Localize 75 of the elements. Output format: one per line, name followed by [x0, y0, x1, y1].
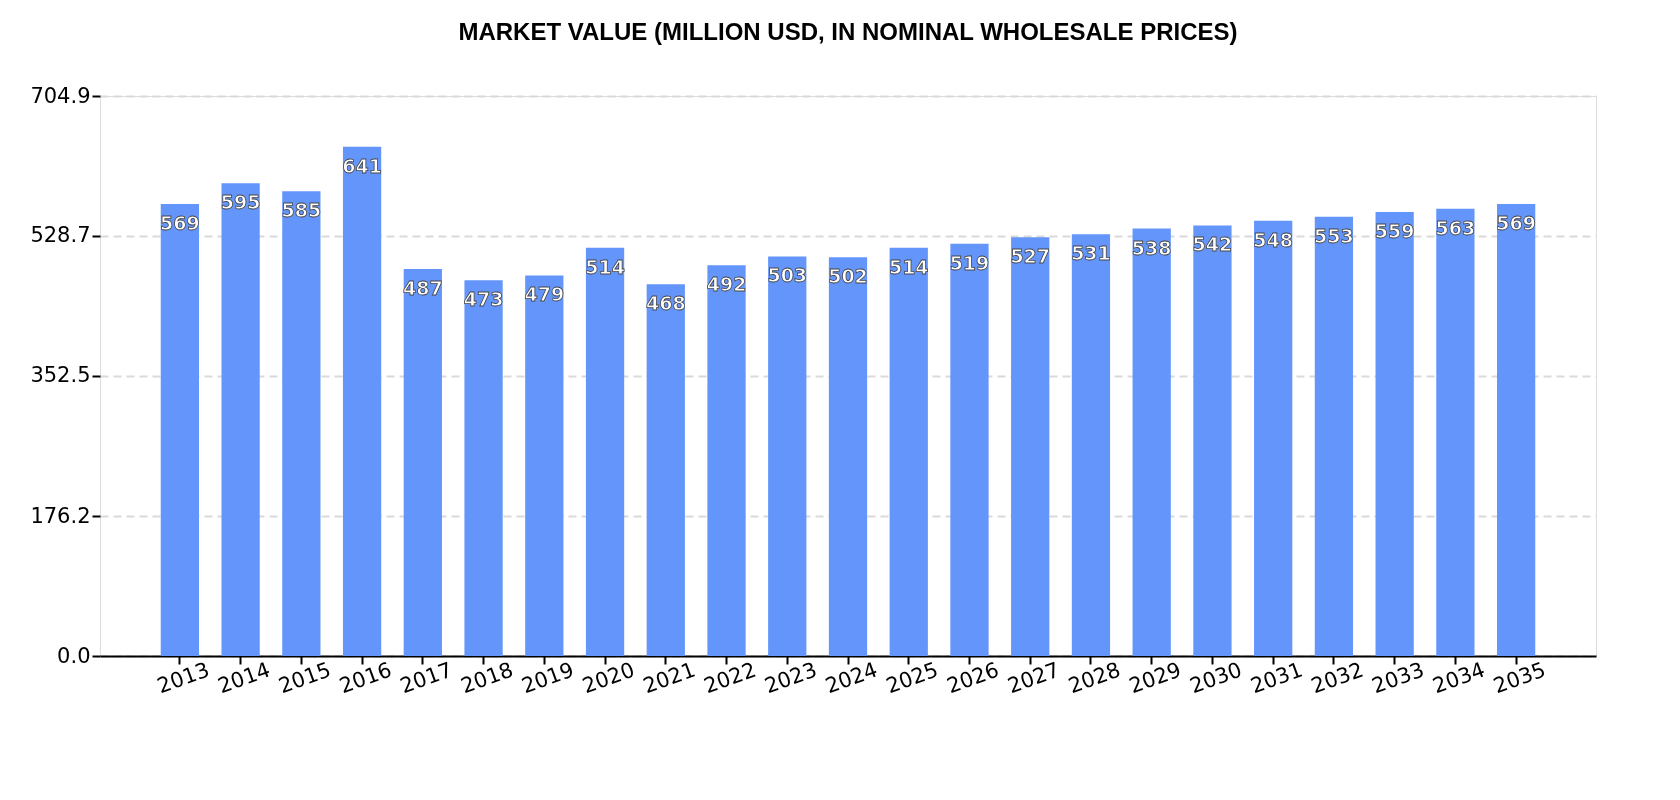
x-tick-label: 2027 [1004, 657, 1063, 699]
x-tick-label: 2026 [943, 657, 1003, 699]
data-label: 468 [645, 292, 686, 315]
data-label: 585 [281, 199, 322, 222]
bar [1436, 208, 1475, 656]
x-tick-label: 2020 [579, 657, 638, 699]
bar [1254, 220, 1293, 656]
data-label: 479 [524, 283, 565, 306]
x-tick-label: 2016 [336, 657, 395, 699]
x-tick-label: 2025 [882, 657, 942, 699]
bar [464, 280, 503, 656]
x-tick-label: 2028 [1065, 657, 1124, 699]
bar [1011, 237, 1050, 656]
bar [160, 203, 199, 656]
data-label: 569 [160, 211, 200, 234]
y-tick-label: 176.2 [30, 503, 91, 528]
bar [221, 183, 260, 656]
data-label: 492 [706, 273, 747, 296]
data-label: 563 [1435, 216, 1476, 239]
x-tick-label: 2014 [214, 657, 274, 699]
bar [1314, 216, 1354, 656]
x-tick-label: 2022 [700, 657, 760, 699]
bar [768, 256, 807, 656]
bar [342, 146, 382, 656]
data-label: 514 [888, 255, 929, 278]
x-tick-label: 2029 [1125, 657, 1185, 699]
x-tick-label: 2017 [397, 657, 456, 699]
bar [707, 265, 746, 656]
y-tick-label: 704.9 [30, 83, 91, 108]
data-label: 487 [402, 277, 443, 300]
data-label: 641 [342, 154, 382, 177]
data-label: 514 [585, 255, 625, 278]
x-tick-label: 2023 [761, 657, 820, 699]
x-tick-label: 2034 [1429, 657, 1489, 699]
data-label: 559 [1374, 219, 1415, 242]
x-tick-label: 2024 [822, 657, 881, 699]
data-label: 569 [1496, 211, 1536, 234]
bar [1193, 225, 1232, 656]
data-label: 502 [828, 265, 868, 288]
bar [282, 191, 321, 656]
data-label: 503 [767, 264, 808, 287]
y-tick-label: 0.0 [57, 643, 91, 668]
x-tick-label: 2019 [518, 657, 577, 699]
bar [1375, 211, 1414, 656]
data-label: 553 [1314, 224, 1354, 247]
bar [1071, 234, 1111, 656]
data-label: 548 [1253, 228, 1294, 251]
bar [950, 243, 989, 656]
data-label: 538 [1131, 236, 1172, 259]
x-tick-label: 2032 [1308, 657, 1367, 699]
x-tick-label: 2013 [154, 657, 213, 699]
x-tick-label: 2018 [457, 657, 517, 699]
data-label: 527 [1010, 245, 1051, 268]
x-tick-label: 2031 [1247, 657, 1306, 699]
y-tick-label: 352.5 [30, 363, 91, 388]
bar [889, 247, 928, 656]
x-tick-label: 2021 [639, 657, 699, 699]
data-label: 519 [949, 251, 990, 274]
bar [403, 269, 442, 656]
bar [585, 247, 625, 656]
x-tick-label: 2033 [1368, 657, 1428, 699]
x-tick-label: 2035 [1490, 657, 1549, 699]
data-label: 473 [463, 288, 504, 311]
data-label: 595 [220, 191, 261, 214]
data-label: 531 [1071, 242, 1111, 265]
bar [828, 257, 868, 656]
bar [525, 275, 564, 656]
bar [646, 284, 685, 656]
data-label: 542 [1192, 233, 1233, 256]
y-tick-label: 528.7 [30, 223, 91, 248]
x-tick-label: 2015 [275, 657, 334, 699]
bar [1132, 228, 1171, 656]
bar [1497, 203, 1536, 656]
chart-title: MARKET VALUE (MILLION USD, IN NOMINAL WHOLESALE PRICES) [458, 18, 1238, 45]
x-tick-label: 2030 [1186, 657, 1246, 699]
